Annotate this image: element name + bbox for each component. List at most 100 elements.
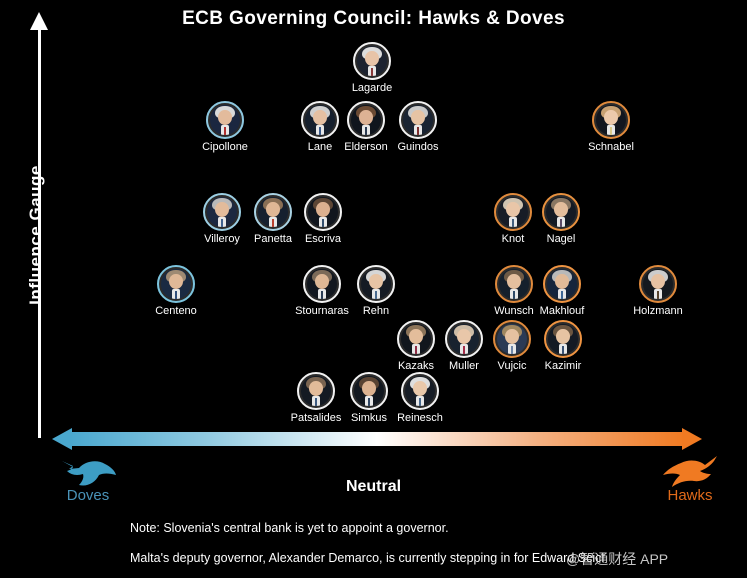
member-avatar [493,320,531,358]
member-portrait [546,197,576,227]
member-avatar [254,193,292,231]
member-name-label: Holzmann [633,305,683,317]
member-name-label: Cipollone [202,141,248,153]
member-avatar [304,193,342,231]
member-portrait [499,269,529,299]
member-name-label: Lane [307,141,333,153]
member-portrait [596,105,626,135]
member-node[interactable]: Patsalides [271,372,361,424]
chart-title: ECB Governing Council: Hawks & Doves [182,8,565,29]
member-name-label: Panetta [254,233,292,245]
member-node[interactable]: Stournaras [277,265,367,317]
member-node[interactable]: Muller [419,320,509,372]
member-name-label: Escriva [304,233,342,245]
member-avatar [357,265,395,303]
member-node[interactable]: Rehn [331,265,421,317]
member-portrait [449,324,479,354]
member-portrait [357,46,387,76]
member-avatar [353,42,391,80]
member-avatar [542,193,580,231]
member-avatar [445,320,483,358]
doves-label: Doves [66,487,110,504]
member-node[interactable]: Reinesch [375,372,465,424]
member-name-label: Patsalides [290,412,342,424]
member-node[interactable]: Vujcic [467,320,557,372]
hawks-endpoint: Hawks [635,455,745,504]
member-portrait [307,269,337,299]
member-portrait [351,105,381,135]
member-avatar [301,101,339,139]
member-name-label: Centeno [155,305,197,317]
member-node[interactable]: Lagarde [327,42,417,94]
member-node[interactable]: Panetta [228,193,318,245]
footnote-1: Note: Slovenia's central bank is yet to … [130,521,449,535]
member-name-label: Kazimir [544,360,582,372]
member-avatar [203,193,241,231]
member-node[interactable]: Cipollone [180,101,270,153]
member-avatar [399,101,437,139]
member-avatar [350,372,388,410]
member-portrait [161,269,191,299]
dove-icon [33,455,143,489]
member-portrait [403,105,433,135]
hawks-label: Hawks [667,487,713,504]
member-name-label: Makhlouf [539,305,585,317]
member-node[interactable]: Guindos [373,101,463,153]
member-portrait [405,376,435,406]
watermark: @智通财经 APP [566,551,669,567]
member-node[interactable]: Simkus [324,372,414,424]
footnote-2: Malta's deputy governor, Alexander Demar… [130,551,605,565]
x-axis-center-label: Neutral [345,478,402,495]
member-name-label: Wunsch [494,305,534,317]
member-name-label: Stournaras [295,305,349,317]
member-portrait [210,105,240,135]
member-avatar [495,265,533,303]
member-node[interactable]: Wunsch [469,265,559,317]
member-node[interactable]: Kazimir [518,320,608,372]
member-node[interactable]: Escriva [278,193,368,245]
member-name-label: Knot [501,233,525,245]
x-axis-gradient-bar [70,432,684,446]
member-portrait [547,269,577,299]
member-avatar [397,320,435,358]
member-portrait [498,197,528,227]
member-name-label: Elderson [344,141,388,153]
member-portrait [643,269,673,299]
member-node[interactable]: Makhlouf [517,265,607,317]
member-portrait [548,324,578,354]
member-avatar [206,101,244,139]
member-node[interactable]: Nagel [516,193,606,245]
member-name-label: Schnabel [588,141,634,153]
doves-endpoint: Doves [33,455,143,504]
member-portrait [305,105,335,135]
member-portrait [207,197,237,227]
member-avatar [297,372,335,410]
member-node[interactable]: Knot [468,193,558,245]
member-portrait [361,269,391,299]
member-portrait [354,376,384,406]
y-axis-arrowhead-icon [30,12,48,30]
member-portrait [301,376,331,406]
member-name-label: Lagarde [351,82,393,94]
member-node[interactable]: Villeroy [177,193,267,245]
member-name-label: Simkus [350,412,388,424]
member-avatar [544,320,582,358]
member-node[interactable]: Centeno [131,265,221,317]
member-avatar [303,265,341,303]
member-portrait [401,324,431,354]
member-name-label: Reinesch [397,412,443,424]
member-name-label: Guindos [397,141,439,153]
member-name-label: Vujcic [497,360,527,372]
member-node[interactable]: Kazaks [371,320,461,372]
y-axis-label: Influence Gauge [26,165,45,305]
member-portrait [308,197,338,227]
member-name-label: Kazaks [397,360,435,372]
member-node[interactable]: Elderson [321,101,411,153]
member-name-label: Muller [449,360,479,372]
member-avatar [157,265,195,303]
member-node[interactable]: Lane [275,101,365,153]
member-name-label: Villeroy [204,233,240,245]
member-node[interactable]: Schnabel [566,101,656,153]
member-node[interactable]: Holzmann [613,265,703,317]
member-avatar [401,372,439,410]
